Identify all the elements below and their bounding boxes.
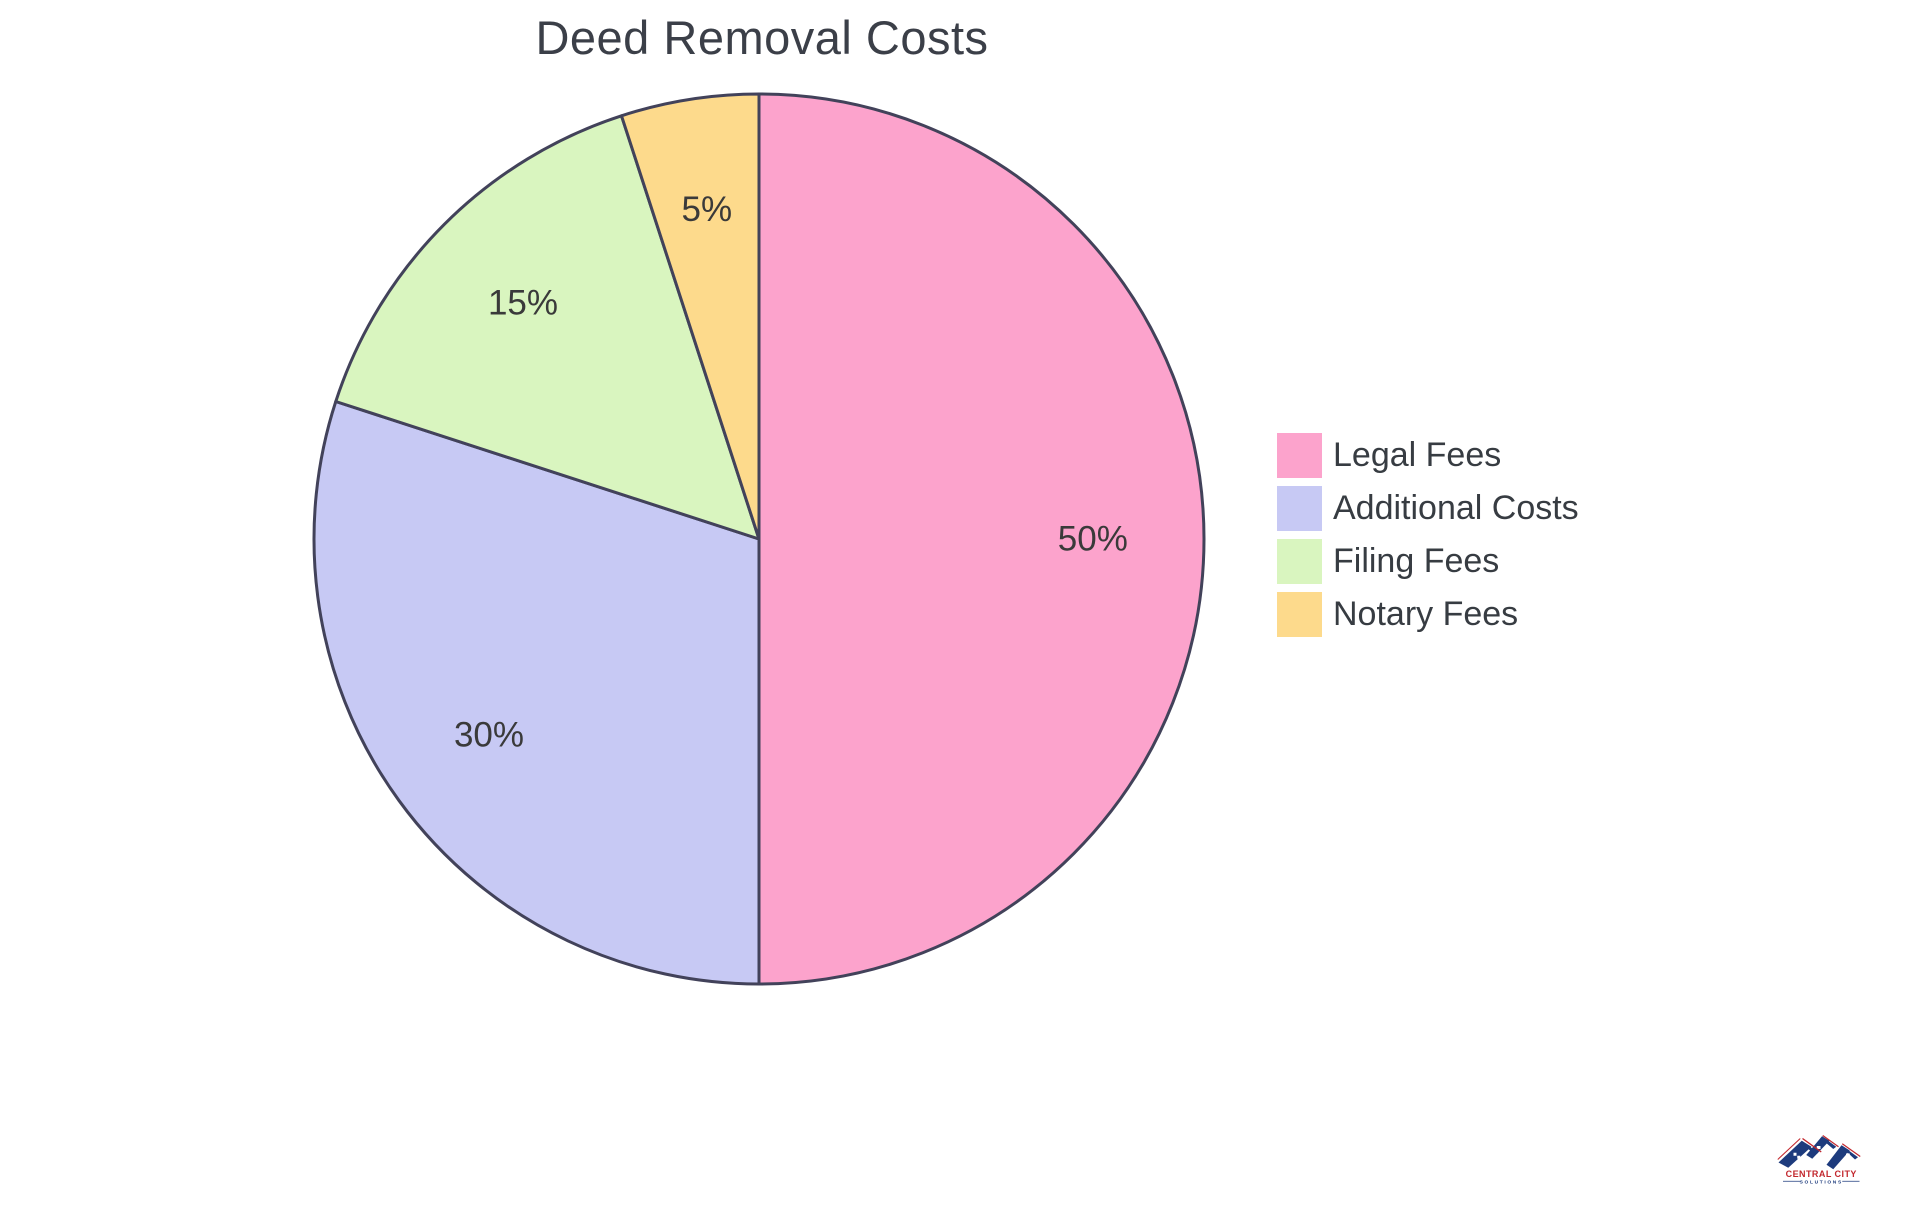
pie-slice-additional-costs xyxy=(312,399,761,986)
logo-text-solutions: SOLUTIONS xyxy=(1800,1180,1843,1186)
legend-swatch-filing-fees xyxy=(1277,539,1322,584)
legend-label-notary-fees: Notary Fees xyxy=(1333,595,1519,633)
pie-slice-percentage-additional-costs: 30% xyxy=(454,716,524,755)
legend-swatch-legal-fees xyxy=(1277,433,1322,478)
logo-text-central-city: CENTRAL CITY xyxy=(1786,1169,1857,1179)
legend-label-filing-fees: Filing Fees xyxy=(1333,542,1500,580)
legend-swatch-notary-fees xyxy=(1277,592,1322,637)
pie-slice-legal-fees xyxy=(757,92,1206,986)
legend: Legal Fees Additional Costs Filing Fees … xyxy=(1277,433,1579,645)
central-city-solutions-logo: CENTRAL CITY SOLUTIONS xyxy=(1777,1135,1861,1186)
pie-slice-percentage-legal-fees: 50% xyxy=(1058,520,1128,559)
legend-item-additional-costs: Additional Costs xyxy=(1277,486,1579,531)
pie-slice-notary-fees xyxy=(619,92,761,541)
pie-slice-percentage-filing-fees: 15% xyxy=(488,284,558,323)
legend-item-filing-fees: Filing Fees xyxy=(1277,539,1579,584)
legend-swatch-additional-costs xyxy=(1277,486,1322,531)
pie-slice-filing-fees xyxy=(334,114,761,541)
legend-label-legal-fees: Legal Fees xyxy=(1333,436,1502,474)
chart-title: Deed Removal Costs xyxy=(535,11,989,64)
legend-label-additional-costs: Additional Costs xyxy=(1333,489,1579,527)
logo-houses-icon xyxy=(1777,1135,1861,1170)
pie-slice-percentage-notary-fees: 5% xyxy=(682,190,733,229)
legend-item-notary-fees: Notary Fees xyxy=(1277,592,1579,637)
legend-item-legal-fees: Legal Fees xyxy=(1277,433,1579,478)
